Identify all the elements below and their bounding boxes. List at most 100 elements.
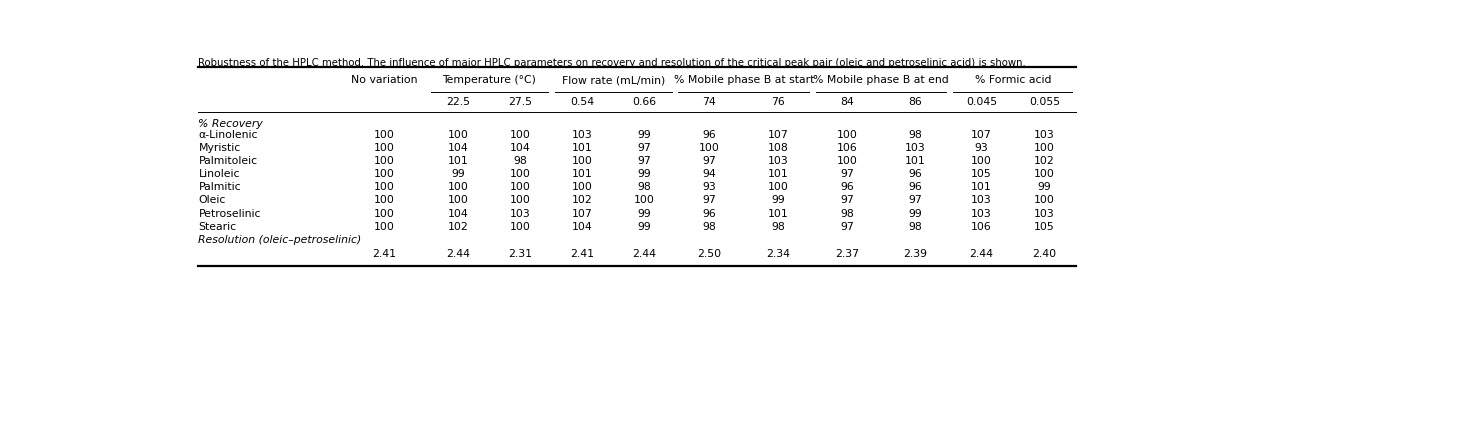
Text: % Recovery: % Recovery bbox=[198, 119, 263, 129]
Text: 105: 105 bbox=[971, 169, 992, 179]
Text: 2.50: 2.50 bbox=[698, 248, 721, 259]
Text: 97: 97 bbox=[909, 195, 922, 206]
Text: 94: 94 bbox=[702, 169, 717, 179]
Text: Robustness of the HPLC method. The influence of major HPLC parameters on recover: Robustness of the HPLC method. The influ… bbox=[198, 58, 1026, 68]
Text: 101: 101 bbox=[448, 156, 469, 166]
Text: 96: 96 bbox=[909, 169, 922, 179]
Text: 101: 101 bbox=[572, 169, 593, 179]
Text: Temperature (°C): Temperature (°C) bbox=[442, 75, 537, 86]
Text: 2.44: 2.44 bbox=[970, 248, 993, 259]
Text: 107: 107 bbox=[572, 209, 593, 219]
Text: 101: 101 bbox=[971, 182, 992, 192]
Text: 102: 102 bbox=[1035, 156, 1055, 166]
Text: 98: 98 bbox=[772, 222, 785, 232]
Text: 104: 104 bbox=[510, 143, 531, 153]
Text: 101: 101 bbox=[572, 143, 593, 153]
Text: 104: 104 bbox=[448, 209, 469, 219]
Text: 107: 107 bbox=[971, 130, 992, 140]
Text: 100: 100 bbox=[572, 156, 593, 166]
Text: 96: 96 bbox=[702, 130, 717, 140]
Text: 108: 108 bbox=[767, 143, 788, 153]
Text: Myristic: Myristic bbox=[198, 143, 241, 153]
Text: 104: 104 bbox=[448, 143, 469, 153]
Text: 103: 103 bbox=[1035, 130, 1055, 140]
Text: 99: 99 bbox=[637, 169, 650, 179]
Text: 86: 86 bbox=[909, 97, 922, 107]
Text: 100: 100 bbox=[374, 222, 395, 232]
Text: 98: 98 bbox=[637, 182, 650, 192]
Text: 97: 97 bbox=[840, 195, 854, 206]
Text: 2.44: 2.44 bbox=[633, 248, 656, 259]
Text: 2.39: 2.39 bbox=[903, 248, 928, 259]
Text: 22.5: 22.5 bbox=[446, 97, 470, 107]
Text: 2.41: 2.41 bbox=[571, 248, 594, 259]
Text: 97: 97 bbox=[702, 156, 717, 166]
Text: % Mobile phase B at start: % Mobile phase B at start bbox=[674, 75, 814, 86]
Text: 100: 100 bbox=[572, 182, 593, 192]
Text: 103: 103 bbox=[971, 209, 992, 219]
Text: 100: 100 bbox=[374, 156, 395, 166]
Text: 100: 100 bbox=[374, 169, 395, 179]
Text: 102: 102 bbox=[448, 222, 469, 232]
Text: 100: 100 bbox=[374, 143, 395, 153]
Text: 101: 101 bbox=[767, 169, 788, 179]
Text: 100: 100 bbox=[971, 156, 992, 166]
Text: 100: 100 bbox=[1035, 143, 1055, 153]
Text: 96: 96 bbox=[840, 182, 854, 192]
Text: Petroselinic: Petroselinic bbox=[198, 209, 262, 219]
Text: α-Linolenic: α-Linolenic bbox=[198, 130, 259, 140]
Text: 99: 99 bbox=[637, 130, 650, 140]
Text: 100: 100 bbox=[374, 182, 395, 192]
Text: 2.34: 2.34 bbox=[766, 248, 791, 259]
Text: 100: 100 bbox=[510, 195, 531, 206]
Text: 98: 98 bbox=[909, 222, 922, 232]
Text: 2.44: 2.44 bbox=[446, 248, 470, 259]
Text: 100: 100 bbox=[510, 130, 531, 140]
Text: 100: 100 bbox=[374, 209, 395, 219]
Text: Palmitoleic: Palmitoleic bbox=[198, 156, 257, 166]
Text: 98: 98 bbox=[513, 156, 528, 166]
Text: 99: 99 bbox=[637, 222, 650, 232]
Text: 100: 100 bbox=[837, 130, 857, 140]
Text: 103: 103 bbox=[572, 130, 593, 140]
Text: 98: 98 bbox=[702, 222, 717, 232]
Text: 2.40: 2.40 bbox=[1032, 248, 1057, 259]
Text: 96: 96 bbox=[702, 209, 717, 219]
Text: 100: 100 bbox=[1035, 169, 1055, 179]
Text: 2.37: 2.37 bbox=[835, 248, 859, 259]
Text: 0.54: 0.54 bbox=[571, 97, 594, 107]
Text: 104: 104 bbox=[572, 222, 593, 232]
Text: 97: 97 bbox=[702, 195, 717, 206]
Text: 101: 101 bbox=[905, 156, 925, 166]
Text: Palmitic: Palmitic bbox=[198, 182, 241, 192]
Text: 0.045: 0.045 bbox=[965, 97, 998, 107]
Text: 99: 99 bbox=[772, 195, 785, 206]
Text: 100: 100 bbox=[448, 182, 469, 192]
Text: 100: 100 bbox=[448, 130, 469, 140]
Text: 0.055: 0.055 bbox=[1029, 97, 1060, 107]
Text: 101: 101 bbox=[767, 209, 788, 219]
Text: 103: 103 bbox=[1035, 209, 1055, 219]
Text: 2.31: 2.31 bbox=[508, 248, 532, 259]
Text: 0.66: 0.66 bbox=[633, 97, 656, 107]
Text: 100: 100 bbox=[510, 222, 531, 232]
Text: 76: 76 bbox=[772, 97, 785, 107]
Text: 100: 100 bbox=[448, 195, 469, 206]
Text: % Formic acid: % Formic acid bbox=[974, 75, 1051, 86]
Text: 99: 99 bbox=[1038, 182, 1051, 192]
Text: 106: 106 bbox=[971, 222, 992, 232]
Text: 100: 100 bbox=[634, 195, 655, 206]
Text: 74: 74 bbox=[702, 97, 717, 107]
Text: Stearic: Stearic bbox=[198, 222, 236, 232]
Text: 2.41: 2.41 bbox=[372, 248, 396, 259]
Text: 98: 98 bbox=[840, 209, 854, 219]
Text: 100: 100 bbox=[374, 195, 395, 206]
Text: 103: 103 bbox=[971, 195, 992, 206]
Text: No variation: No variation bbox=[352, 75, 418, 86]
Text: 93: 93 bbox=[702, 182, 717, 192]
Text: 103: 103 bbox=[767, 156, 788, 166]
Text: 107: 107 bbox=[767, 130, 788, 140]
Text: % Mobile phase B at end: % Mobile phase B at end bbox=[813, 75, 949, 86]
Text: 106: 106 bbox=[837, 143, 857, 153]
Text: 27.5: 27.5 bbox=[508, 97, 532, 107]
